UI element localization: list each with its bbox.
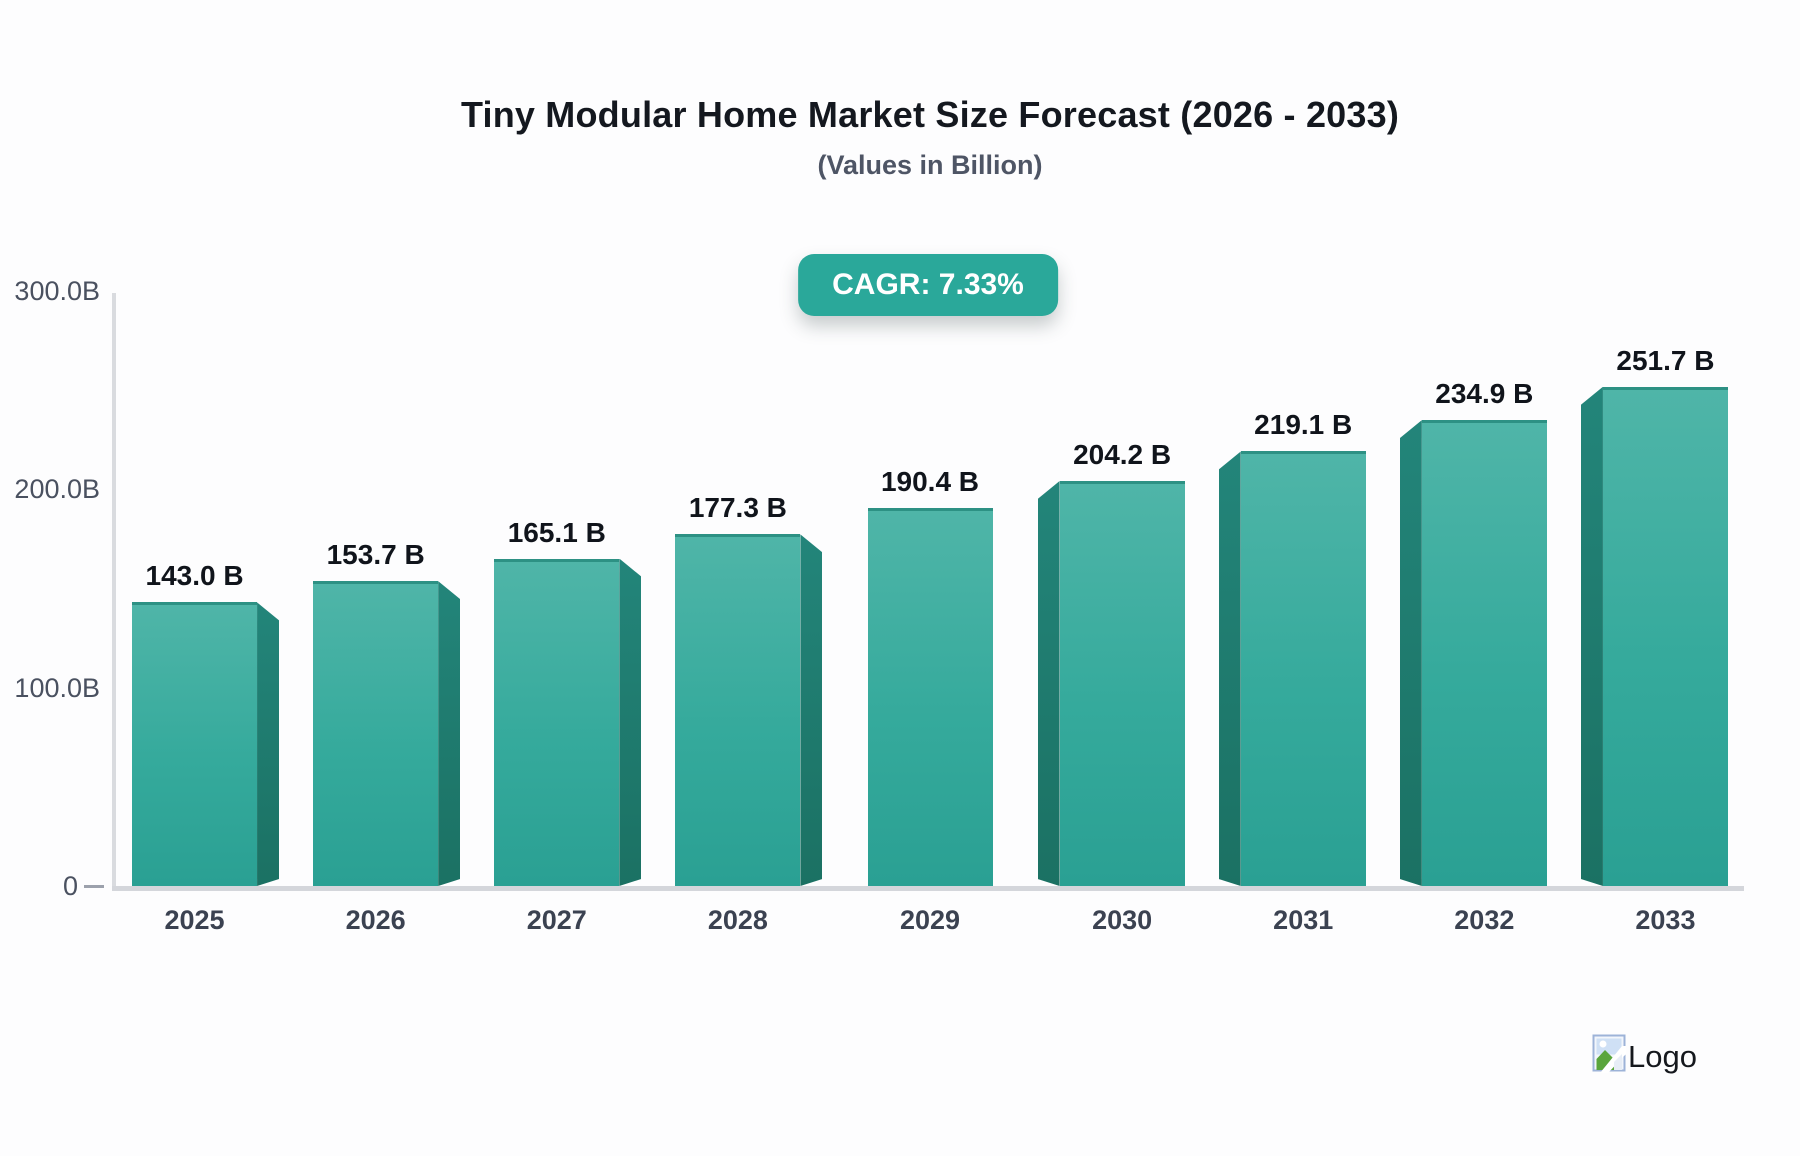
y-axis-label: 100.0B [14, 672, 100, 703]
bar-value-label: 190.4 B [880, 466, 980, 498]
bar-face[interactable] [313, 581, 439, 886]
x-axis-label: 2032 [1454, 905, 1515, 935]
bar-face[interactable] [867, 508, 993, 886]
bar-side-face[interactable] [1219, 451, 1241, 886]
bar-value-label: 153.7 B [326, 539, 425, 571]
broken-image-icon [1592, 1034, 1626, 1073]
bar-group[interactable] [1581, 386, 1728, 886]
x-axis-label: 2026 [345, 905, 406, 935]
bar-face[interactable] [1421, 420, 1547, 886]
bar-face[interactable] [1059, 481, 1185, 886]
chart-subtitle: (Values in Billion) [817, 150, 1043, 180]
bar-value-label: 234.9 B [1435, 378, 1534, 410]
bar-value-label: 204.2 B [1073, 439, 1172, 470]
bar-face[interactable] [1602, 386, 1728, 886]
y-axis-line [112, 293, 116, 888]
zero-tick-mark [84, 885, 104, 888]
bar-group[interactable] [494, 558, 641, 886]
bar-value-label: 251.7 B [1616, 344, 1715, 376]
bar-group[interactable] [1219, 451, 1366, 886]
bar-group[interactable] [132, 602, 279, 886]
x-axis-label: 2028 [707, 905, 768, 935]
x-axis-label: 2031 [1273, 905, 1334, 935]
chart-header: Tiny Modular Home Market Size Forecast (… [115, 0, 1745, 181]
bar-side-face[interactable] [619, 559, 641, 886]
cagr-badge: CAGR: 7.33% [798, 254, 1058, 316]
bar-value-label: 143.0 B [145, 560, 244, 592]
x-axis-label: 2025 [164, 905, 225, 935]
bar-side-face[interactable] [1400, 420, 1422, 886]
x-axis-label: 2033 [1635, 905, 1696, 935]
x-axis-label: 2030 [1092, 905, 1153, 935]
bar-value-label: 219.1 B [1254, 409, 1353, 441]
y-axis-label: 300.0B [14, 276, 100, 306]
x-axis-label: 2029 [899, 905, 961, 935]
logo-text: Logo [1628, 1039, 1697, 1074]
bar-side-face[interactable] [257, 602, 279, 886]
bar-group[interactable] [867, 508, 993, 886]
logo: Logo [1592, 1032, 1697, 1074]
x-axis-line [112, 886, 1744, 891]
x-axis-label: 2027 [526, 905, 587, 935]
bar-face[interactable] [132, 602, 258, 886]
chart-title: Tiny Modular Home Market Size Forecast (… [460, 94, 1400, 135]
bar-group[interactable] [313, 581, 460, 886]
bar-face[interactable] [675, 534, 801, 886]
bar-face[interactable] [494, 558, 620, 886]
bar-side-face[interactable] [1038, 481, 1060, 886]
bar-value-label: 165.1 B [507, 516, 606, 548]
y-axis-label: 200.0B [14, 474, 100, 505]
bar-face[interactable] [1240, 451, 1366, 886]
bar-side-face[interactable] [800, 534, 822, 886]
y-axis-label: 0 [62, 871, 78, 901]
bar-side-face[interactable] [1581, 387, 1603, 886]
bar-value-label: 177.3 B [688, 492, 787, 524]
bar-group[interactable] [1038, 481, 1185, 886]
bar-group[interactable] [675, 534, 822, 886]
bar-side-face[interactable] [438, 581, 460, 886]
bar-group[interactable] [1400, 420, 1547, 886]
